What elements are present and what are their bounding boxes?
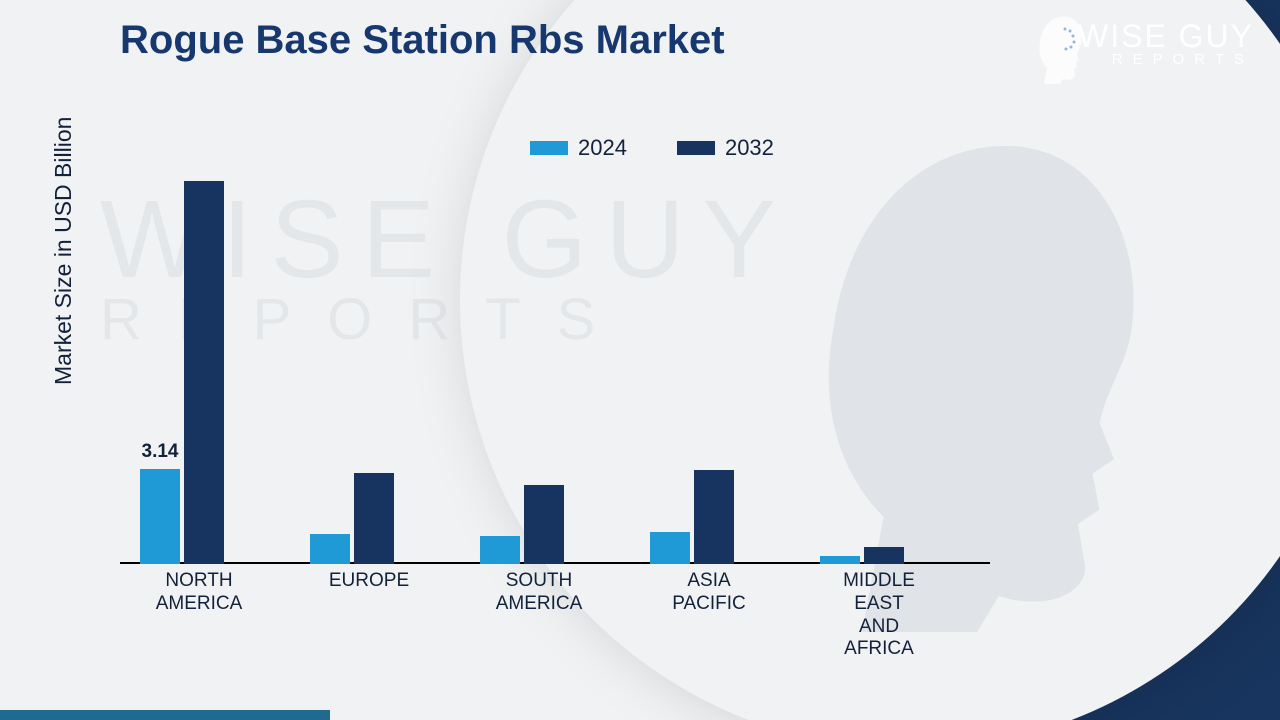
bar-2024 — [140, 469, 180, 564]
category-label: SOUTHAMERICA — [464, 570, 614, 616]
value-label: 3.14 — [134, 441, 186, 463]
logo-line1: WISE GUY — [1078, 18, 1254, 55]
bar-2024 — [480, 536, 520, 564]
bar-2032 — [354, 473, 394, 564]
bar-2024 — [820, 556, 860, 564]
category-label: NORTHAMERICA — [124, 570, 274, 616]
page-title: Rogue Base Station Rbs Market — [120, 18, 725, 63]
legend-swatch-2024 — [530, 141, 568, 155]
y-axis-label: Market Size in USD Billion — [50, 117, 77, 385]
market-chart: Market Size in USD Billion 2024 2032 3.1… — [60, 135, 990, 695]
category-label: EUROPE — [294, 570, 444, 593]
brand-logo: WISE GUY REPORTS — [1078, 18, 1254, 68]
category-label: ASIAPACIFIC — [634, 570, 784, 616]
legend-swatch-2032 — [677, 141, 715, 155]
bar-2032 — [694, 470, 734, 564]
legend-item-2024: 2024 — [530, 135, 627, 161]
bar-2032 — [524, 485, 564, 564]
bar-2032 — [184, 181, 224, 564]
chart-legend: 2024 2032 — [530, 135, 774, 161]
category-label: MIDDLEEASTANDAFRICA — [804, 570, 954, 661]
legend-label-2024: 2024 — [578, 135, 627, 161]
bar-2032 — [864, 547, 904, 564]
bar-2024 — [650, 532, 690, 564]
plot-area: 3.14 — [120, 169, 990, 564]
legend-label-2032: 2032 — [725, 135, 774, 161]
category-labels: NORTHAMERICA EUROPE SOUTHAMERICA ASIAPACIFI… — [120, 564, 990, 684]
stage: WISE GUY REPORTS WISE GUY REPORTS Rogue … — [0, 0, 1280, 720]
legend-item-2032: 2032 — [677, 135, 774, 161]
bottom-accent-bar — [0, 710, 330, 720]
bar-2024 — [310, 534, 350, 564]
